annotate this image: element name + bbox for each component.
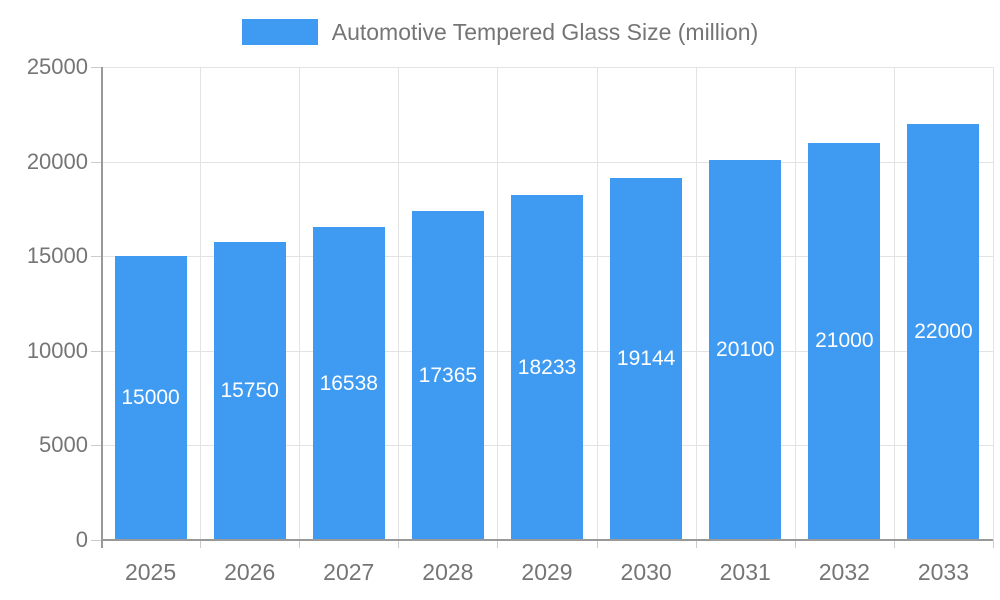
- x-axis-tick: [497, 540, 499, 548]
- v-gridline: [993, 67, 994, 540]
- bar-value-label: 22000: [914, 319, 973, 343]
- v-gridline: [398, 67, 400, 540]
- x-axis-line: [101, 539, 993, 541]
- bar: [808, 142, 881, 540]
- bar: [511, 195, 583, 540]
- x-axis-tick: [200, 540, 202, 548]
- x-axis-tick: [695, 540, 697, 548]
- bar-value-label: 16538: [319, 371, 378, 395]
- x-axis-tick-label: 2031: [719, 559, 771, 585]
- x-axis-tick: [299, 540, 301, 548]
- y-axis-tick-label: 15000: [26, 243, 88, 269]
- y-axis-tick: [91, 445, 101, 447]
- bar-value-label: 20100: [716, 337, 775, 361]
- v-gridline: [794, 67, 796, 540]
- x-axis-tick-label: 2030: [620, 559, 672, 585]
- bar: [312, 227, 385, 540]
- bar: [610, 177, 683, 540]
- x-axis-tick: [993, 540, 994, 548]
- x-axis-tick: [893, 540, 895, 548]
- bar-value-label: 21000: [815, 329, 874, 353]
- h-gridline: [101, 161, 993, 163]
- x-axis-tick: [794, 540, 796, 548]
- y-axis-tick-label: 20000: [26, 148, 88, 174]
- v-gridline: [497, 67, 499, 540]
- y-axis-tick: [91, 67, 101, 68]
- h-gridline: [101, 67, 993, 68]
- x-axis-tick-label: 2029: [521, 559, 573, 585]
- bar-value-label: 18233: [517, 355, 577, 379]
- y-axis-tick: [91, 161, 101, 163]
- legend-label: Automotive Tempered Glass Size (million): [331, 18, 759, 45]
- x-axis-tick: [596, 540, 598, 548]
- y-axis-tick-label: 25000: [26, 54, 88, 79]
- x-axis-tick-label: 2028: [422, 559, 474, 585]
- bar-value-label: 19144: [616, 346, 676, 370]
- bar: [907, 123, 980, 540]
- v-gridline: [200, 67, 202, 540]
- legend-swatch: [241, 19, 318, 45]
- bar: [213, 242, 286, 540]
- bar-value-label: 15000: [121, 386, 180, 410]
- bar-value-label: 15750: [220, 379, 279, 402]
- y-axis-tick-label: 0: [75, 527, 88, 552]
- x-axis-tick-label: 2025: [124, 559, 177, 585]
- v-gridline: [695, 67, 697, 540]
- y-axis-tick: [91, 256, 101, 258]
- bar-value-label: 17365: [418, 363, 478, 387]
- y-axis-tick-label: 5000: [39, 432, 88, 458]
- v-gridline: [299, 67, 301, 540]
- y-axis-tick: [91, 350, 101, 352]
- y-axis-tick: [91, 540, 101, 541]
- y-axis-tick-label: 10000: [26, 337, 88, 363]
- v-gridline: [596, 67, 598, 540]
- x-axis-tick: [398, 540, 400, 548]
- v-gridline: [893, 67, 895, 540]
- bar: [114, 256, 187, 540]
- x-axis-tick-label: 2026: [224, 559, 276, 585]
- x-axis-tick-label: 2033: [917, 559, 970, 585]
- bar: [411, 211, 484, 540]
- chart-legend[interactable]: Automotive Tempered Glass Size (million): [0, 16, 1000, 48]
- y-axis-line: [101, 67, 103, 548]
- bar: [709, 159, 782, 540]
- x-axis-tick-label: 2027: [323, 559, 375, 585]
- x-axis-tick-label: 2032: [818, 559, 870, 585]
